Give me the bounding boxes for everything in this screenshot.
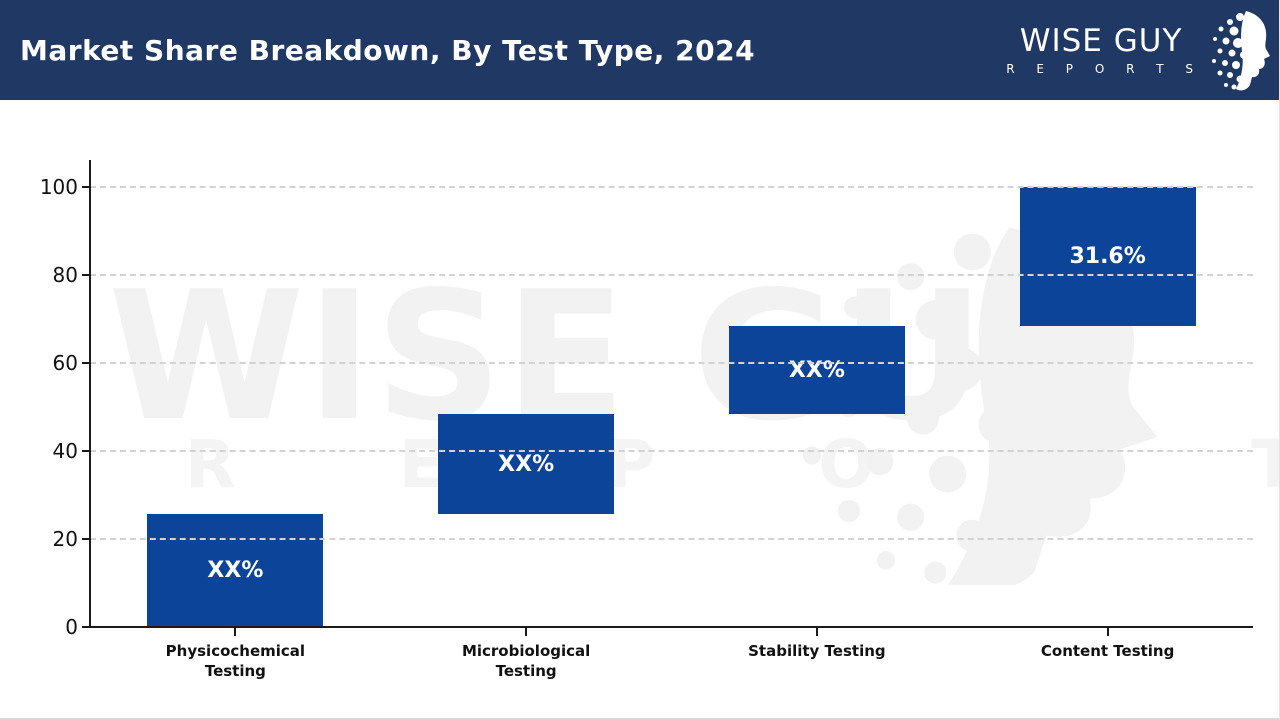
y-tick-label: 40: [52, 439, 78, 463]
y-tick-mark: [82, 450, 90, 452]
gridline-20: [90, 538, 1253, 540]
header-bar: Market Share Breakdown, By Test Type, 20…: [0, 0, 1279, 100]
y-tick-mark: [82, 274, 90, 276]
y-tick-mark: [82, 186, 90, 188]
gridline-40: [90, 450, 1253, 452]
bar-content-testing: 31.6%: [1019, 187, 1196, 327]
gridline-100: [90, 186, 1253, 188]
y-tick-mark: [82, 626, 90, 628]
x-tick-mark: [815, 628, 818, 636]
bar-value-label: 31.6%: [1069, 244, 1146, 270]
x-tick-label: Stability Testing: [748, 642, 886, 660]
chart-title: Market Share Breakdown, By Test Type, 20…: [20, 33, 756, 67]
y-tick-label: 20: [52, 527, 78, 551]
bar-value-label: XX%: [788, 357, 845, 383]
brand-logo: WISE GUY R E P O R T S: [1000, 9, 1270, 91]
bar-value-label: XX%: [207, 558, 264, 584]
bar-microbiological-testing: XX%: [438, 414, 615, 515]
x-tick-mark: [1106, 628, 1109, 636]
logo-wordmark: WISE GUY: [1019, 22, 1183, 59]
logo-subtitle: R E P O R T S: [1006, 61, 1202, 76]
y-tick-mark: [82, 538, 90, 540]
bar-physicochemical-testing: XX%: [147, 514, 324, 627]
y-tick-label: 0: [65, 615, 78, 639]
gridline-80: [90, 274, 1253, 276]
y-tick-label: 100: [39, 175, 78, 199]
x-tick-label: Content Testing: [1040, 642, 1175, 660]
y-tick-label: 60: [52, 351, 78, 375]
x-axis-line: [82, 626, 1253, 628]
logo-face-icon: [1212, 11, 1270, 91]
page-bottom-rule: [0, 718, 1279, 720]
brand-logo-text: WISE GUY R E P O R T S: [1000, 22, 1202, 76]
x-tick-label: Physicochemical Testing: [165, 642, 306, 681]
y-tick-label: 80: [52, 263, 78, 287]
y-tick-mark: [82, 362, 90, 364]
x-tick-mark: [525, 628, 528, 636]
y-axis-line: [89, 160, 91, 628]
chart-canvas: XX% Physicochemical Testing XX% Microbiologi…: [0, 100, 1279, 718]
x-tick-label: Microbiological Testing: [461, 642, 591, 681]
bar-value-label: XX%: [498, 451, 555, 477]
x-tick-mark: [234, 628, 237, 636]
bar-stability-testing: XX%: [728, 326, 905, 415]
gridline-60: [90, 362, 1253, 364]
